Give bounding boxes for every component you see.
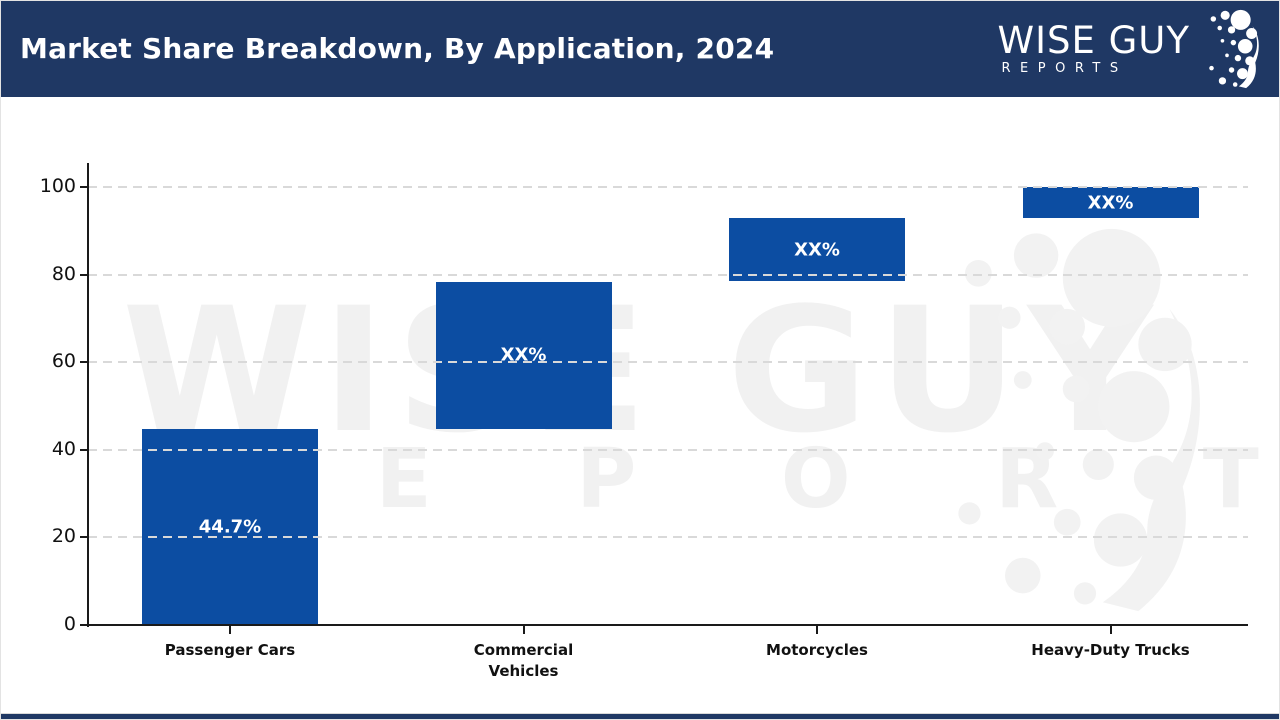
wiseguy-logo-line2: REPORTS — [1001, 60, 1128, 76]
y-tick-mark-100 — [80, 186, 88, 189]
x-tick-mark-3 — [816, 626, 818, 634]
bar-value-label: XX% — [794, 239, 840, 261]
gridline-20 — [88, 536, 1248, 539]
plot-area: 44.7% XX% XX% XX% — [88, 164, 1248, 626]
bar-commercial-vehicles — [435, 281, 612, 430]
y-axis-line — [87, 163, 89, 627]
bar-motorcycles — [729, 218, 905, 282]
bar-value-label: 44.7% — [198, 516, 262, 538]
watermark-face-icon — [958, 228, 1200, 612]
bar-passenger-cars — [142, 429, 318, 625]
y-tick-mark-0 — [80, 624, 88, 626]
x-tick-mark-1 — [229, 626, 231, 634]
y-tick-mark-40 — [80, 448, 88, 451]
header: Market Share Breakdown, By Application, … — [0, 0, 1280, 97]
y-tick-mark-80 — [80, 273, 88, 276]
y-tick-mark-20 — [80, 536, 88, 539]
bar-value-label: XX% — [1087, 192, 1134, 214]
chart-title: Market Share Breakdown, By Application, … — [20, 32, 775, 65]
x-category-label-motorcycles: Motorcycles — [766, 641, 868, 659]
y-tick-label-40: 40 — [51, 437, 76, 460]
x-category-label-passenger-cars: Passenger Cars — [164, 641, 296, 659]
bar-heavy-duty-trucks — [1022, 187, 1199, 219]
y-tick-label-80: 80 — [51, 262, 76, 285]
x-tick-mark-2 — [522, 626, 525, 634]
gridline-100 — [88, 186, 1248, 189]
x-axis-line — [87, 624, 1248, 626]
gridline-80 — [88, 273, 1248, 276]
y-tick-label-20: 20 — [51, 525, 76, 548]
bar-value-label: XX% — [500, 344, 547, 366]
y-tick-label-100: 100 — [39, 175, 76, 198]
x-category-label-heavy-duty-trucks: Heavy-Duty Trucks — [1031, 641, 1190, 659]
gridline-40 — [88, 448, 1248, 451]
footer-bar — [0, 714, 1280, 720]
wiseguy-logo: WISE GUY REPORTS — [998, 8, 1260, 90]
wiseguy-logo-line1: WISE GUY — [997, 18, 1190, 62]
wiseguy-face-icon — [1209, 9, 1259, 88]
footer-hairline — [0, 713, 1280, 714]
y-tick-label-60: 60 — [51, 350, 76, 373]
y-tick-mark-60 — [80, 361, 88, 364]
gridline-60 — [88, 361, 1248, 364]
x-category-label-commercial-vehicles: Commercial Vehicles — [473, 641, 574, 680]
wiseguy-logo-text: WISE GUY REPORTS — [998, 22, 1190, 76]
x-tick-mark-4 — [1109, 626, 1112, 634]
y-tick-label-0: 0 — [63, 613, 76, 635]
